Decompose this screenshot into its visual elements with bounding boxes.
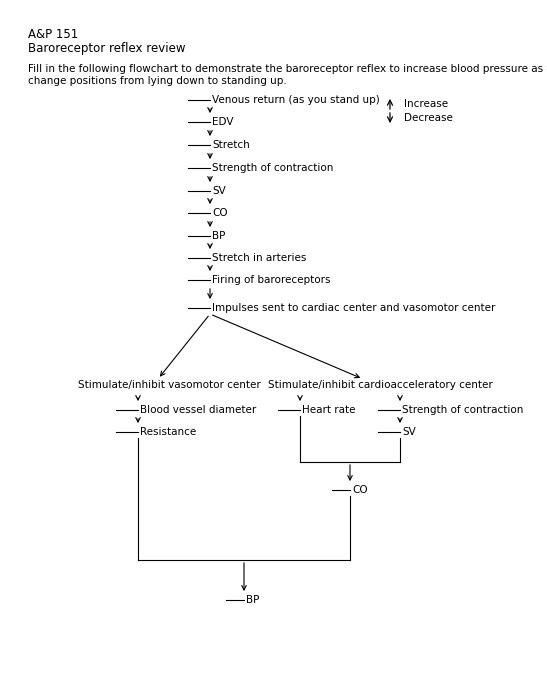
Text: Blood vessel diameter: Blood vessel diameter	[140, 405, 256, 415]
Text: SV: SV	[212, 186, 226, 196]
Text: change positions from lying down to standing up.: change positions from lying down to stan…	[28, 76, 287, 86]
Text: CO: CO	[212, 208, 228, 218]
Text: Stretch: Stretch	[212, 140, 250, 150]
Text: BP: BP	[246, 595, 259, 605]
Text: EDV: EDV	[212, 117, 234, 127]
Text: Increase: Increase	[404, 99, 448, 109]
Text: Baroreceptor reflex review: Baroreceptor reflex review	[28, 42, 185, 55]
Text: Impulses sent to cardiac center and vasomotor center: Impulses sent to cardiac center and vaso…	[212, 303, 496, 313]
Text: Strength of contraction: Strength of contraction	[402, 405, 523, 415]
Text: Resistance: Resistance	[140, 427, 196, 437]
Text: Stimulate/inhibit vasomotor center: Stimulate/inhibit vasomotor center	[78, 380, 261, 390]
Text: Heart rate: Heart rate	[302, 405, 356, 415]
Text: Firing of baroreceptors: Firing of baroreceptors	[212, 275, 330, 285]
Text: SV: SV	[402, 427, 416, 437]
Text: CO: CO	[352, 485, 368, 495]
Text: A&P 151: A&P 151	[28, 28, 78, 41]
Text: Stimulate/inhibit cardioacceleratory center: Stimulate/inhibit cardioacceleratory cen…	[268, 380, 493, 390]
Text: Decrease: Decrease	[404, 113, 453, 123]
Text: Fill in the following flowchart to demonstrate the baroreceptor reflex to increa: Fill in the following flowchart to demon…	[28, 64, 547, 74]
Text: Strength of contraction: Strength of contraction	[212, 163, 333, 173]
Text: BP: BP	[212, 231, 225, 241]
Text: Stretch in arteries: Stretch in arteries	[212, 253, 306, 263]
Text: Venous return (as you stand up): Venous return (as you stand up)	[212, 95, 380, 105]
